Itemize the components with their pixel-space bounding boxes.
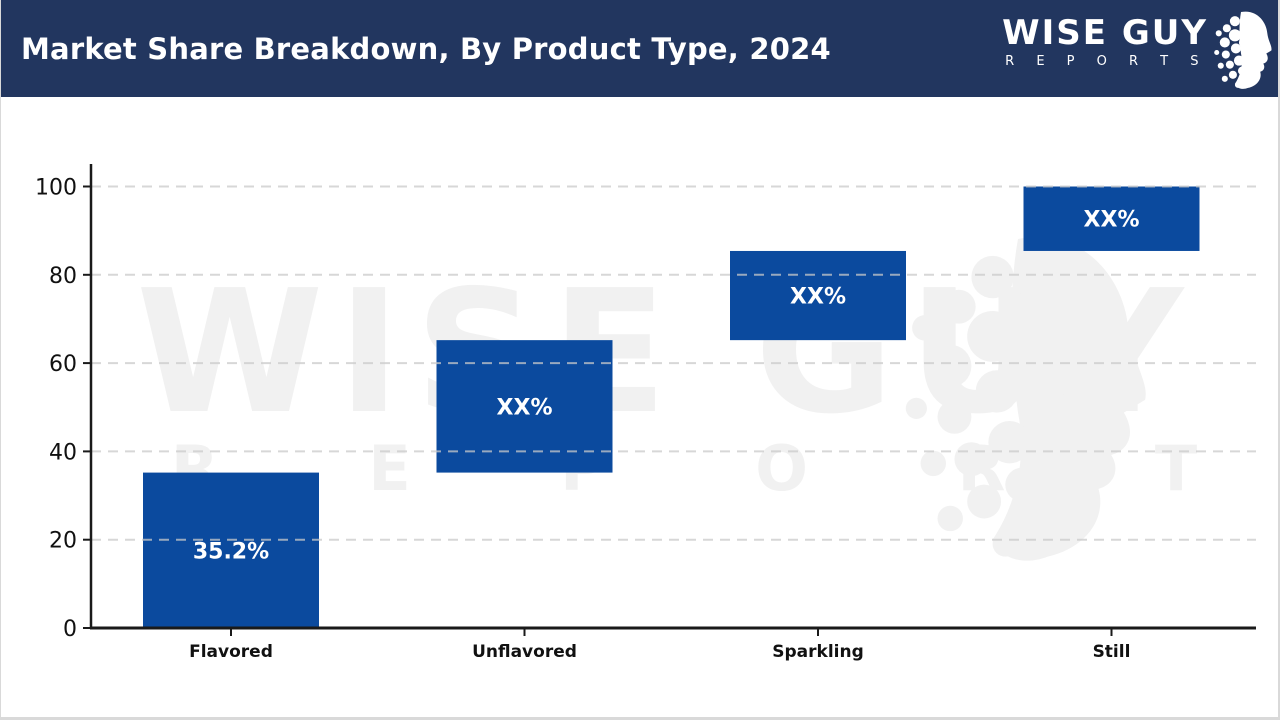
y-tick-label: 80 <box>49 264 77 289</box>
bar-flavored <box>143 472 319 628</box>
bar-still <box>1023 186 1200 251</box>
y-tick-label: 40 <box>49 440 77 465</box>
x-tick-label: Unflavored <box>472 642 577 662</box>
x-tick-label: Still <box>1093 642 1131 662</box>
y-tick-label: 100 <box>35 176 77 201</box>
wise-guy-dotted-head-icon <box>1214 11 1272 89</box>
bar-value-label: 35.2% <box>193 539 269 564</box>
bar-value-label: XX% <box>497 395 553 420</box>
x-tick-label: Flavored <box>189 642 273 662</box>
page-title: Market Share Breakdown, By Product Type,… <box>21 31 831 66</box>
y-tick-label: 60 <box>49 352 77 377</box>
brand-logo-wordmark: WISE GUY <box>1002 13 1208 53</box>
brand-logo-subtext: R E P O R T S <box>1005 54 1208 69</box>
bar-value-label: XX% <box>790 285 846 310</box>
y-tick-label: 0 <box>63 617 77 642</box>
bar-sparkling <box>730 250 906 341</box>
brand-logo: WISE GUY R E P O R T S <box>1002 16 1208 68</box>
header-bar: Market Share Breakdown, By Product Type,… <box>1 0 1278 97</box>
y-tick-label: 20 <box>49 529 77 554</box>
x-tick-label: Sparkling <box>772 642 864 662</box>
wise-guy-dotted-head-watermark-icon <box>905 236 1146 561</box>
bar-value-label: XX% <box>1084 208 1140 233</box>
